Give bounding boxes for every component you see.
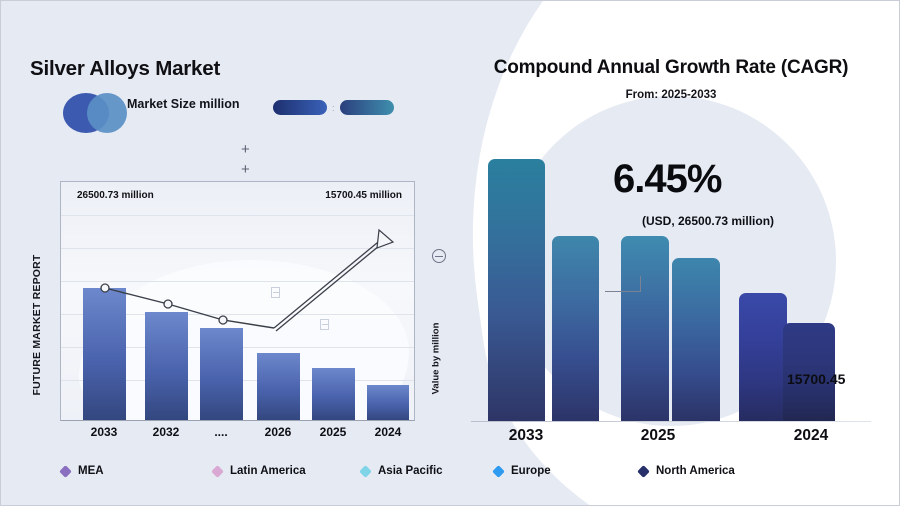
trend-arrow-line-b <box>275 240 386 332</box>
legend-item-mea[interactable]: MEA <box>59 464 213 478</box>
plus-icon: + <box>241 141 250 158</box>
bar-2024 <box>367 385 409 420</box>
bar-2033 <box>83 288 126 420</box>
x-label-2026: 2026 <box>264 425 292 439</box>
cagr-subtitle: From: 2025-2033 <box>625 89 717 101</box>
market-size-label: Market Size million <box>127 97 240 111</box>
legend-item-north-america[interactable]: North America <box>637 464 735 478</box>
cagr-value: 6.45% <box>613 157 722 201</box>
minus-circle-icon <box>432 249 446 263</box>
gridline <box>61 248 414 249</box>
rbar-2024-secondary <box>783 323 835 421</box>
cagr-title: Compound Annual Growth Rate (CAGR) <box>493 57 849 78</box>
x-label-2033: 2033 <box>90 425 118 439</box>
trend-line-overlay <box>100 228 395 332</box>
legend-diamond-icon <box>492 464 505 478</box>
right-chart-plot-area <box>471 151 871 421</box>
bar-2032 <box>145 312 188 420</box>
legend-diamond-icon <box>211 464 224 478</box>
legend-item-asia-pacific[interactable]: Asia Pacific <box>359 464 494 478</box>
gridline <box>61 314 414 315</box>
line-marker <box>100 283 110 293</box>
value-annotation-left: 26500.73 million <box>77 190 154 201</box>
legend-label: Europe <box>511 465 551 477</box>
right-chart-value-label: 15700.45 <box>787 371 846 387</box>
legend-item-europe[interactable]: Europe <box>492 464 639 478</box>
plus-icon: + <box>241 161 250 178</box>
rbar-2025-secondary <box>672 258 720 421</box>
trend-arrow-line-a <box>273 237 384 329</box>
gridline <box>61 215 414 216</box>
rbar-2033-primary <box>488 159 545 421</box>
right-chart-baseline <box>471 421 871 422</box>
rbar-2025-primary <box>621 236 669 421</box>
legend-label: Latin America <box>230 465 306 477</box>
value-annotation-right: 15700.45 million <box>325 190 402 201</box>
pill-separator: : <box>332 102 335 113</box>
table-glyph-icon <box>271 287 280 298</box>
legend-diamond-icon <box>59 464 72 478</box>
pill-navy <box>273 100 327 115</box>
rx-label-2024: 2024 <box>793 427 829 444</box>
bracket-marker <box>605 276 641 292</box>
legend-diamond-icon <box>637 464 650 478</box>
chart-legend: MEA Latin America Asia Pacific Europe No… <box>59 464 781 478</box>
logo-circle-light <box>87 93 127 133</box>
legend-diamond-icon <box>359 464 372 478</box>
bar-2026 <box>257 353 300 420</box>
rx-label-2033: 2033 <box>508 427 544 444</box>
page-title: Silver Alloys Market <box>30 57 221 80</box>
left-chart-x-axis: 2033 2032 .... 2026 2025 2024 <box>60 425 415 445</box>
y-axis-label: FUTURE MARKET REPORT <box>31 254 43 396</box>
legend-label: North America <box>656 465 735 477</box>
left-chart-plot-area: 26500.73 million 15700.45 million <box>60 181 415 421</box>
legend-label: MEA <box>78 465 104 477</box>
legend-pills: : <box>273 100 394 115</box>
trend-line-path <box>104 287 275 329</box>
rbar-2024-primary <box>739 293 787 421</box>
y2-axis-label: Value by million <box>430 322 442 395</box>
cagr-note: (USD, 26500.73 million) <box>642 214 775 228</box>
legend-item-latin-america[interactable]: Latin America <box>211 464 361 478</box>
gridline <box>61 281 414 282</box>
x-label-ellipsis: .... <box>214 425 228 439</box>
rx-label-2025: 2025 <box>640 427 676 444</box>
bar-ellipsis <box>200 328 243 420</box>
x-label-2025: 2025 <box>319 425 347 439</box>
bar-2025 <box>312 368 355 420</box>
line-marker <box>163 299 173 309</box>
line-marker <box>218 315 228 325</box>
brand-logo <box>63 93 127 133</box>
pill-teal <box>339 100 394 115</box>
trend-arrow-head <box>376 228 395 249</box>
table-glyph-icon <box>320 319 329 330</box>
legend-label: Asia Pacific <box>378 465 443 477</box>
x-label-2024: 2024 <box>374 425 402 439</box>
x-label-2032: 2032 <box>152 425 180 439</box>
rbar-2033-secondary <box>552 236 599 421</box>
